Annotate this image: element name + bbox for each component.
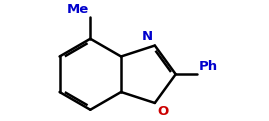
Text: Ph: Ph [199,60,218,73]
Text: Me: Me [67,3,89,16]
Text: N: N [141,30,153,43]
Text: O: O [157,105,168,118]
